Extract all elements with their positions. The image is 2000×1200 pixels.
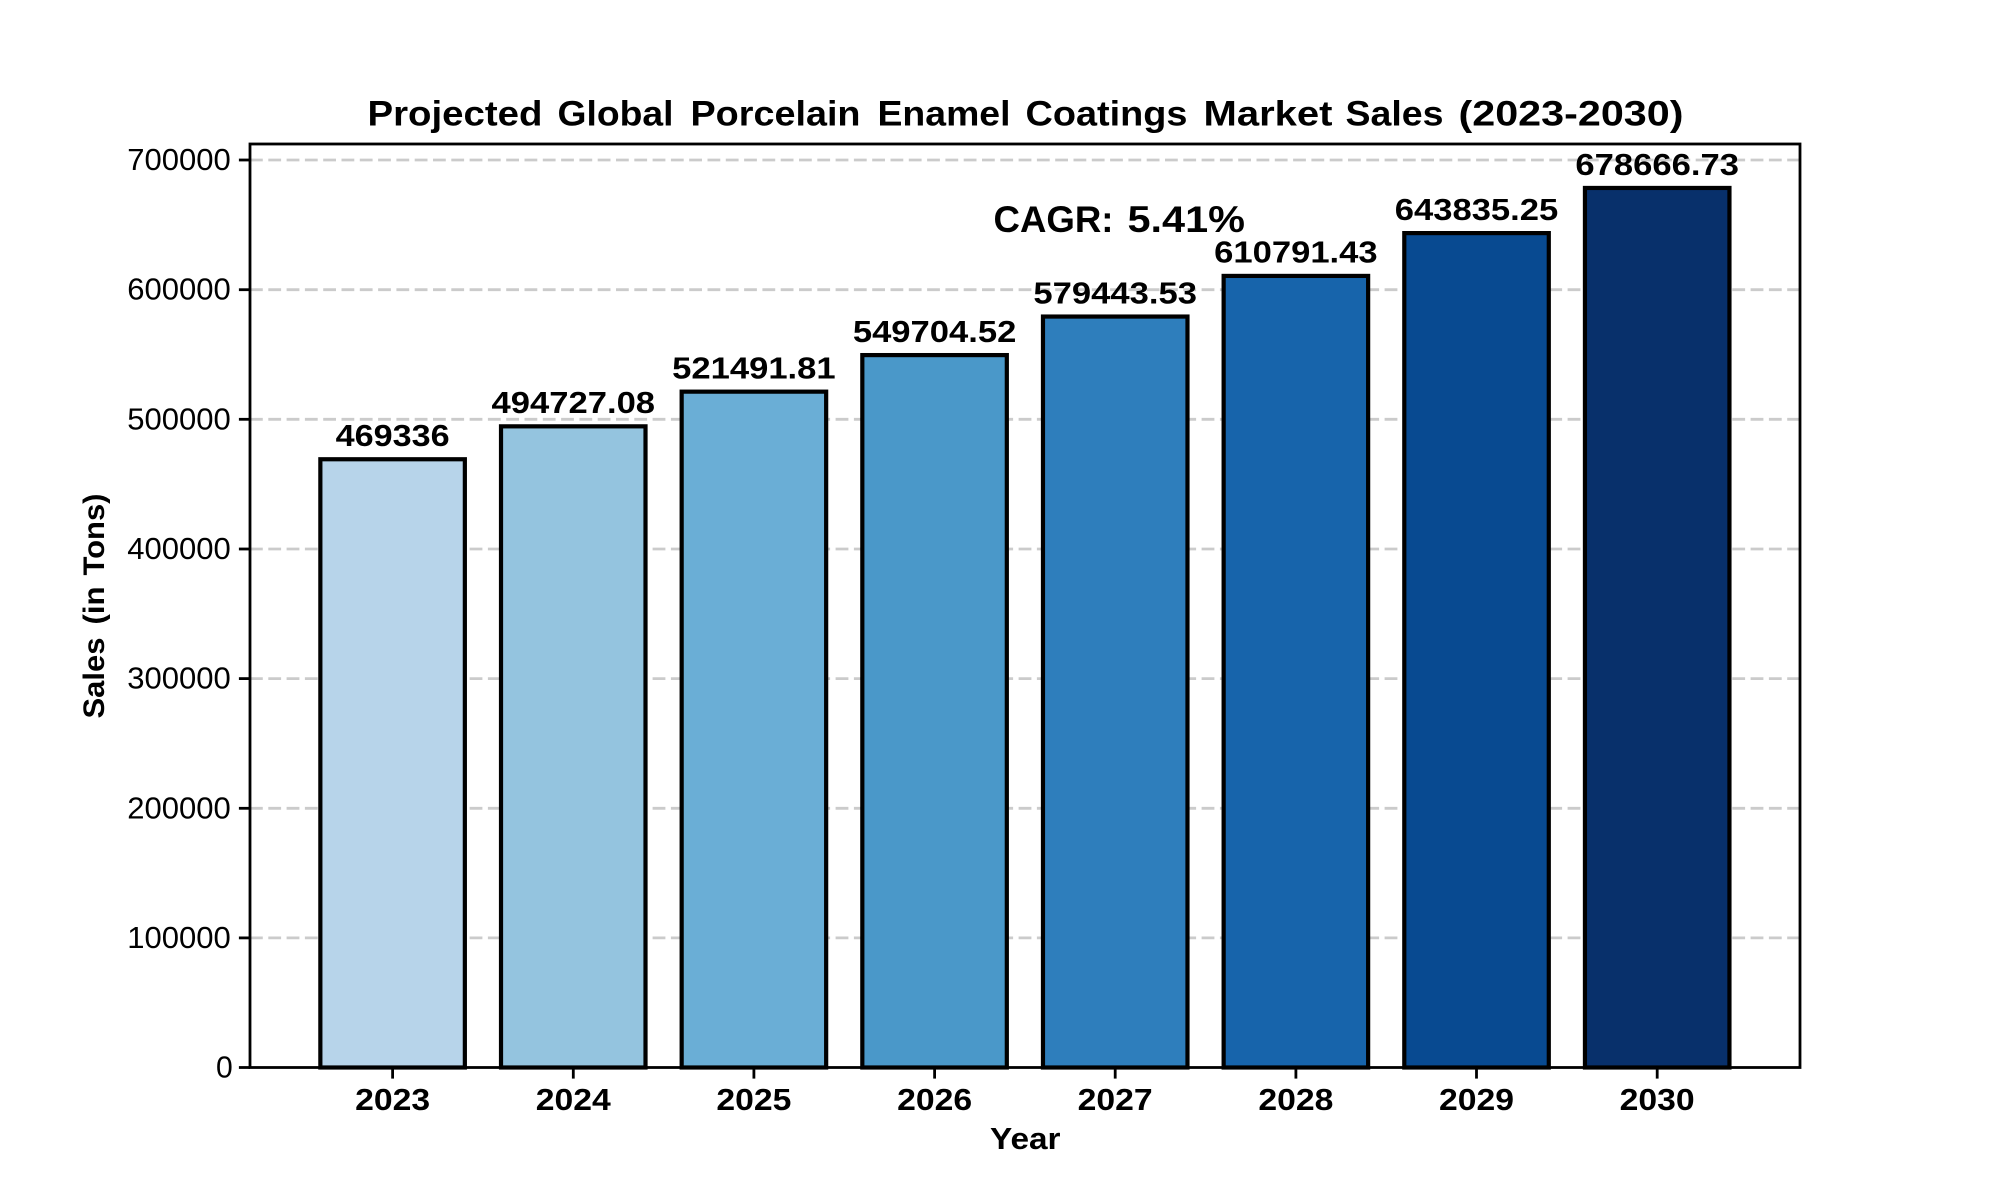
svg-text:700000: 700000: [127, 144, 231, 177]
svg-text:(in: (in: [78, 587, 111, 625]
svg-text:0: 0: [216, 1052, 233, 1085]
svg-text:610791.43: 610791.43: [1214, 237, 1378, 270]
svg-text:Tons): Tons): [78, 494, 111, 576]
svg-text:Sales: Sales: [1346, 95, 1444, 134]
svg-text:200000: 200000: [127, 792, 231, 825]
svg-text:5.41%: 5.41%: [1128, 199, 1246, 240]
svg-text:Coatings: Coatings: [1026, 95, 1188, 134]
svg-text:CAGR:: CAGR:: [994, 199, 1114, 240]
svg-text:(2023-2030): (2023-2030): [1459, 95, 1684, 134]
svg-text:2023: 2023: [355, 1084, 430, 1117]
svg-text:Global: Global: [558, 95, 674, 134]
svg-text:Porcelain: Porcelain: [691, 95, 861, 134]
svg-text:400000: 400000: [127, 533, 231, 566]
svg-text:494727.08: 494727.08: [492, 387, 656, 420]
svg-text:Sales: Sales: [78, 638, 111, 719]
svg-text:2029: 2029: [1439, 1084, 1514, 1117]
svg-text:2025: 2025: [716, 1084, 791, 1117]
svg-text:2026: 2026: [897, 1084, 972, 1117]
svg-text:2024: 2024: [536, 1084, 611, 1117]
svg-text:521491.81: 521491.81: [672, 352, 836, 385]
svg-text:600000: 600000: [127, 274, 231, 307]
svg-text:579443.53: 579443.53: [1033, 277, 1197, 310]
svg-text:500000: 500000: [127, 403, 231, 436]
svg-text:300000: 300000: [127, 663, 231, 696]
svg-text:469336: 469336: [336, 420, 450, 453]
svg-text:549704.52: 549704.52: [853, 316, 1017, 349]
svg-text:2030: 2030: [1620, 1084, 1695, 1117]
svg-text:2028: 2028: [1258, 1084, 1333, 1117]
svg-text:678666.73: 678666.73: [1575, 149, 1739, 182]
svg-text:Market: Market: [1204, 95, 1333, 134]
svg-text:2027: 2027: [1078, 1084, 1153, 1117]
svg-text:100000: 100000: [127, 922, 231, 955]
svg-text:643835.25: 643835.25: [1395, 194, 1559, 227]
svg-text:Enamel: Enamel: [878, 95, 1011, 134]
svg-text:Year: Year: [990, 1121, 1061, 1156]
svg-text:Projected: Projected: [368, 95, 543, 134]
